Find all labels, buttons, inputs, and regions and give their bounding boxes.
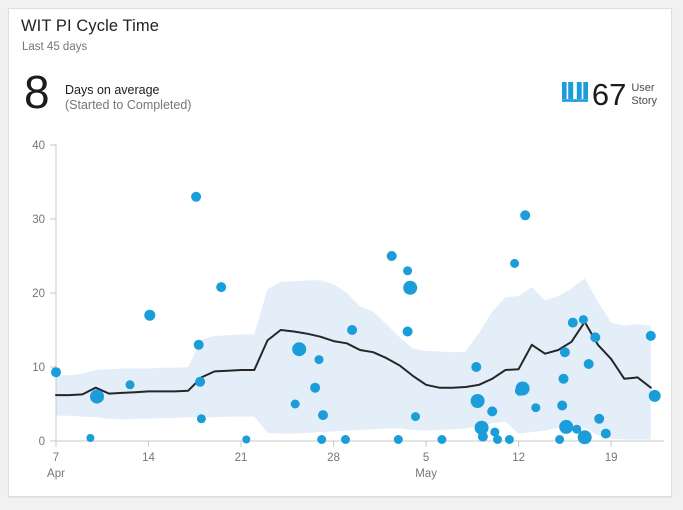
confidence-band: [56, 278, 651, 440]
scatter-point[interactable]: [474, 420, 489, 435]
scatter-point[interactable]: [403, 266, 413, 276]
y-axis-tick-label: 10: [32, 362, 45, 374]
scatter-point[interactable]: [504, 435, 514, 444]
scatter-point[interactable]: [290, 399, 300, 409]
scatter-point[interactable]: [520, 210, 531, 221]
scatter-point[interactable]: [402, 326, 413, 337]
scatter-point[interactable]: [193, 339, 204, 350]
scatter-point[interactable]: [514, 385, 525, 396]
scatter-point[interactable]: [292, 342, 307, 357]
scatter-point[interactable]: [487, 406, 498, 417]
work-item-type-line2: Story: [631, 94, 657, 107]
x-axis-tick-label: 14: [142, 452, 155, 464]
scatter-point[interactable]: [317, 435, 327, 444]
scatter-point[interactable]: [242, 435, 251, 444]
scatter-point[interactable]: [347, 325, 358, 335]
x-axis-tick-label: 19: [605, 452, 618, 464]
scatter-point[interactable]: [577, 430, 592, 445]
scatter-point[interactable]: [493, 435, 502, 444]
scatter-point[interactable]: [51, 367, 61, 378]
scatter-point[interactable]: [195, 376, 206, 387]
scatter-point[interactable]: [86, 434, 95, 442]
y-axis-ticks: [50, 144, 56, 442]
x-axis-tick-label: 28: [327, 452, 340, 464]
scatter-point[interactable]: [567, 317, 578, 328]
cycle-time-chart[interactable]: 0 10 20 30 40 7 Apr 14 21 28 5 May 12 19: [9, 127, 671, 497]
kpi-secondary-label: (Started to Completed): [65, 98, 192, 112]
work-item-type-line1: User: [631, 81, 655, 94]
work-item-count-block: 67 User Story: [561, 77, 657, 112]
scatter-point[interactable]: [555, 435, 565, 444]
scatter-point[interactable]: [191, 191, 202, 202]
scatter-point[interactable]: [510, 258, 520, 268]
kpi-value: 8: [24, 66, 50, 118]
scatter-point[interactable]: [557, 400, 568, 411]
widget-subtitle: Last 45 days: [22, 41, 88, 53]
scatter-point[interactable]: [583, 359, 594, 369]
work-item-count: 67: [591, 77, 627, 112]
scatter-point[interactable]: [645, 330, 656, 341]
scatter-point[interactable]: [318, 410, 328, 421]
scatter-point[interactable]: [90, 389, 104, 404]
book-icon: [561, 81, 588, 108]
scatter-point[interactable]: [314, 355, 324, 365]
y-axis-tick-label: 30: [32, 214, 45, 226]
cycle-time-widget-card[interactable]: WIT PI Cycle Time Last 45 days 8 Days on…: [8, 8, 672, 497]
scatter-point[interactable]: [216, 282, 227, 293]
x-axis-month-label: Apr: [47, 468, 65, 480]
scatter-point[interactable]: [531, 403, 541, 413]
x-axis-tick-label: 7: [53, 452, 59, 464]
scatter-point[interactable]: [648, 389, 661, 402]
average-line: [55, 320, 652, 397]
scatter-point[interactable]: [590, 332, 601, 343]
work-item-type-label: User Story: [631, 82, 657, 108]
scatter-point[interactable]: [411, 412, 420, 422]
scatter-point[interactable]: [196, 414, 206, 424]
scatter-point[interactable]: [559, 419, 574, 434]
scatter-point[interactable]: [558, 373, 569, 384]
scatter-point[interactable]: [437, 435, 447, 444]
average-cycle-time-line: [55, 320, 652, 397]
scatter-point[interactable]: [393, 435, 403, 444]
scatter-point[interactable]: [310, 382, 321, 393]
widget-title: WIT PI Cycle Time: [21, 17, 159, 35]
y-axis-labels: 0 10 20 30 40: [32, 140, 45, 448]
scatter-point[interactable]: [490, 427, 500, 437]
x-axis-tick-label: 5: [423, 452, 429, 464]
confidence-band-area: [56, 278, 651, 440]
x-axis-labels: 7 Apr 14 21 28 5 May 12 19: [47, 441, 618, 480]
scatter-point[interactable]: [125, 380, 135, 390]
x-axis-tick-label: 12: [512, 452, 525, 464]
x-axis-month-label: May: [415, 468, 437, 480]
scatter-point[interactable]: [578, 315, 588, 325]
y-axis-tick-label: 40: [32, 140, 45, 152]
scatter-point[interactable]: [572, 424, 582, 434]
scatter-point[interactable]: [386, 251, 397, 261]
scatter-point[interactable]: [477, 431, 488, 442]
scatter-point[interactable]: [341, 435, 350, 444]
scatter-point[interactable]: [559, 347, 570, 358]
scatter-point[interactable]: [594, 413, 605, 424]
scatter-points[interactable]: [51, 191, 661, 445]
y-axis-tick-label: 0: [39, 436, 45, 448]
scatter-point[interactable]: [600, 428, 611, 439]
x-axis-tick-label: 21: [235, 452, 248, 464]
scatter-point[interactable]: [471, 362, 482, 372]
scatter-point[interactable]: [403, 280, 418, 295]
kpi-primary-label: Days on average: [65, 83, 160, 97]
y-axis-tick-label: 20: [32, 288, 45, 300]
scatter-point[interactable]: [470, 394, 485, 408]
kpi-description: Days on average (Started to Completed): [65, 83, 191, 113]
scatter-point[interactable]: [144, 309, 156, 321]
